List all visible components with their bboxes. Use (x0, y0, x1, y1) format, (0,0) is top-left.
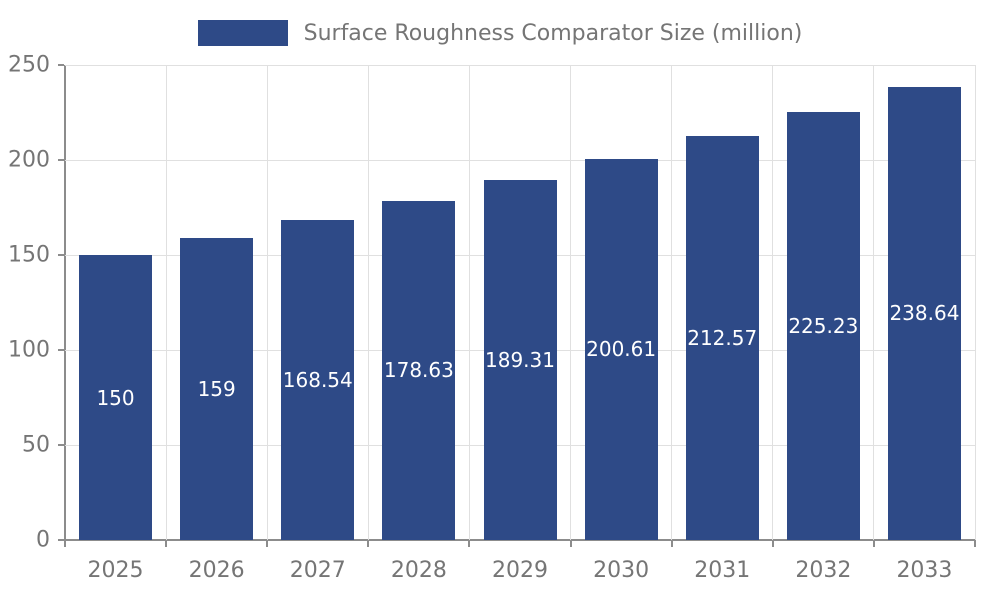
x-axis-tick (872, 541, 875, 547)
y-axis-tick (58, 254, 64, 256)
h-gridline (65, 160, 975, 161)
v-gridline (468, 65, 470, 540)
v-gridline (367, 65, 369, 540)
v-gridline (570, 65, 572, 540)
x-axis-tick (974, 541, 976, 547)
bar-value-label: 238.64 (889, 301, 960, 326)
x-axis-tick (266, 541, 269, 547)
y-axis-tick (58, 539, 64, 541)
bar-value-label: 168.54 (282, 367, 353, 392)
x-tick-label: 2031 (694, 558, 751, 583)
x-tick-label: 2025 (87, 558, 144, 583)
bar-value-label: 189.31 (485, 348, 555, 373)
y-tick-label: 0 (36, 527, 50, 553)
v-gridline (671, 65, 673, 540)
bar-value-label: 150 (96, 385, 135, 410)
bar-value-label: 212.57 (687, 326, 758, 351)
x-axis-tick (165, 541, 168, 547)
bar-value-label: 178.63 (383, 358, 454, 383)
bar (685, 136, 759, 540)
x-axis-tick (771, 541, 774, 547)
x-axis-tick (670, 541, 673, 547)
x-tick-label: 2030 (593, 558, 650, 583)
y-tick-label: 100 (8, 337, 50, 363)
x-tick-label: 2026 (188, 558, 245, 583)
bar (180, 237, 254, 540)
v-gridline (165, 65, 167, 540)
y-axis-tick (58, 159, 64, 161)
bar (483, 180, 557, 540)
bar (79, 255, 153, 540)
bar-value-label: 200.61 (586, 337, 657, 362)
y-axis-tick (58, 444, 64, 446)
v-gridline (772, 65, 774, 540)
x-tick-label: 2033 (896, 558, 953, 583)
y-tick-label: 50 (22, 432, 50, 458)
v-gridline (873, 65, 875, 540)
x-axis-tick (367, 541, 370, 547)
y-axis-line (64, 65, 66, 540)
y-axis-tick (58, 64, 64, 66)
y-tick-label: 150 (8, 242, 50, 268)
x-tick-label: 2032 (795, 558, 852, 583)
x-axis-tick (64, 541, 66, 547)
x-tick-label: 2027 (289, 558, 346, 583)
x-tick-label: 2029 (492, 558, 548, 583)
h-gridline (65, 65, 975, 66)
v-gridline (266, 65, 268, 540)
legend[interactable]: Surface Roughness Comparator Size (milli… (0, 18, 1000, 48)
y-tick-label: 200 (8, 147, 50, 173)
plot-area: 150 159 168.54 178.63 189.31 200.61 212.57 225.… (64, 65, 976, 541)
legend-swatch (197, 20, 288, 46)
x-tick-label: 2028 (390, 558, 447, 583)
bar (281, 219, 355, 540)
bar (786, 112, 860, 540)
x-axis-line (64, 539, 976, 541)
y-tick-label: 250 (8, 52, 50, 78)
bar-value-label: 225.23 (788, 314, 859, 339)
bar-value-label: 159 (197, 376, 236, 401)
bar (584, 158, 658, 540)
v-gridline (974, 65, 976, 540)
bar (887, 86, 961, 540)
y-axis-tick (58, 349, 64, 351)
legend-label: Surface Roughness Comparator Size (milli… (303, 20, 803, 46)
bar (382, 200, 456, 540)
x-axis-tick (569, 541, 572, 547)
x-axis-tick (468, 541, 471, 547)
